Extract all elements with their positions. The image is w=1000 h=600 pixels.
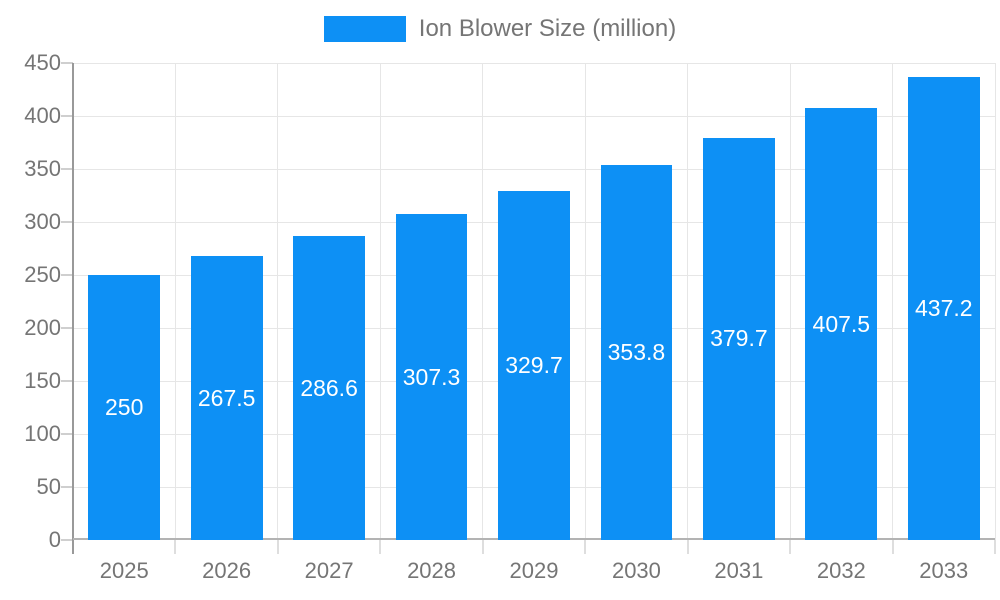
x-axis-label: 2030 [611,558,661,583]
gridline-vertical [789,63,791,540]
x-axis-tick [379,540,382,554]
bar-value-label: 353.8 [607,338,666,365]
y-axis-label: 450 [24,50,61,75]
y-axis-label: 250 [24,262,61,287]
x-axis-label: 2033 [919,558,969,583]
x-axis-label: 2025 [99,558,149,583]
y-axis-tick [61,380,73,382]
y-axis-tick [61,62,73,64]
plot-area: 0 50 100 150 200 250 300 350 400 450 250 2025 267.5 2… [24,50,996,583]
legend-label: Ion Blower Size (million) [418,15,677,42]
bar: 307.3 [395,214,468,540]
y-axis-tick [61,115,73,117]
x-axis-tick [276,540,279,554]
y-axis-label: 50 [36,474,61,499]
y-axis-tick [61,539,73,541]
bar: 407.5 [805,108,878,540]
x-axis-label: 2029 [509,558,559,583]
gridline-vertical [174,63,176,540]
legend-swatch [323,16,406,42]
x-axis-tick [891,540,894,554]
bar: 267.5 [190,256,263,540]
bar-value-label: 437.2 [914,294,973,321]
x-axis-tick [686,540,689,554]
gridline-vertical [482,63,484,540]
bar-value-label: 407.5 [812,310,871,337]
y-axis-tick [61,327,73,329]
y-axis-label: 300 [24,209,61,234]
bar: 329.7 [498,190,570,540]
y-axis-label: 350 [24,156,61,181]
bar: 286.6 [293,236,365,540]
bar-value-label: 286.6 [300,374,358,401]
y-axis-label: 400 [24,103,61,128]
y-axis-label: 150 [24,368,61,393]
gridline-vertical [277,63,279,540]
gridline-horizontal [73,115,995,117]
bar-value-label: 267.5 [197,384,256,411]
bar: 250 [88,275,161,540]
y-axis-label: 0 [48,527,61,552]
bar-value-label: 307.3 [402,363,461,390]
gridline-vertical [584,63,586,540]
gridline-vertical [379,63,381,540]
y-axis-tick [61,433,73,435]
y-axis-line [72,63,74,554]
y-axis-label: 200 [24,315,61,340]
x-axis-label: 2031 [714,558,764,583]
x-axis-tick [994,540,996,554]
legend: Ion Blower Size (million) [0,15,1000,43]
y-axis-tick [61,486,73,488]
x-axis-label: 2027 [304,558,354,583]
x-axis-tick [481,540,484,554]
gridline-horizontal [73,168,995,170]
bar-value-label: 250 [105,394,144,420]
x-axis-tick [789,540,792,554]
y-axis-tick [61,274,73,276]
bar: 437.2 [907,76,980,540]
gridline-vertical [892,63,894,540]
y-axis-tick [61,221,73,223]
bar-value-label: 329.7 [505,351,563,378]
gridline-horizontal [73,62,995,64]
x-axis-tick [174,540,177,554]
y-axis-label: 100 [24,421,61,446]
y-axis-tick [61,168,73,170]
x-axis-tick [584,540,587,554]
x-axis-label: 2032 [816,558,866,583]
gridline-vertical [687,63,689,540]
x-axis-label: 2026 [202,558,252,583]
bar-value-label: 379.7 [710,325,768,352]
bar: 353.8 [600,164,673,540]
x-axis-label: 2028 [407,558,457,583]
gridline-vertical [994,63,996,540]
bar: 379.7 [703,137,775,540]
